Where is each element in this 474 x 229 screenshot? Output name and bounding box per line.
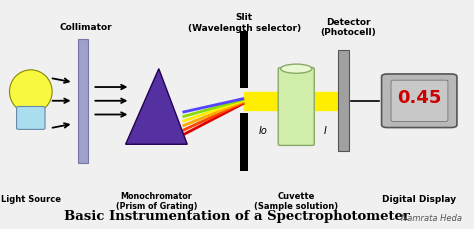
Bar: [338, 50, 349, 151]
Text: Digital Display: Digital Display: [383, 195, 456, 204]
Text: Basic Instrumentation of a Spectrophotometer: Basic Instrumentation of a Spectrophotom…: [64, 210, 410, 223]
FancyBboxPatch shape: [391, 80, 448, 121]
FancyBboxPatch shape: [278, 68, 314, 145]
Bar: [78, 39, 88, 163]
Polygon shape: [126, 69, 187, 144]
Text: Cuvette
(Sample solution): Cuvette (Sample solution): [254, 192, 338, 211]
Text: Io: Io: [259, 125, 267, 136]
Text: Detector
(Photocell): Detector (Photocell): [320, 18, 376, 37]
Text: I: I: [323, 125, 326, 136]
Ellipse shape: [281, 64, 312, 73]
Bar: [240, 113, 248, 171]
Text: Monochromator
(Prism of Grating): Monochromator (Prism of Grating): [116, 192, 197, 211]
Text: Collimator: Collimator: [59, 23, 112, 32]
Text: 0.45: 0.45: [397, 90, 442, 107]
Bar: [240, 31, 248, 88]
Text: Light Source: Light Source: [1, 195, 61, 204]
FancyBboxPatch shape: [382, 74, 457, 128]
Ellipse shape: [9, 70, 52, 113]
Text: Namrata Heda: Namrata Heda: [401, 214, 462, 223]
FancyBboxPatch shape: [17, 106, 45, 129]
Text: Slit
(Wavelength selector): Slit (Wavelength selector): [188, 13, 301, 33]
